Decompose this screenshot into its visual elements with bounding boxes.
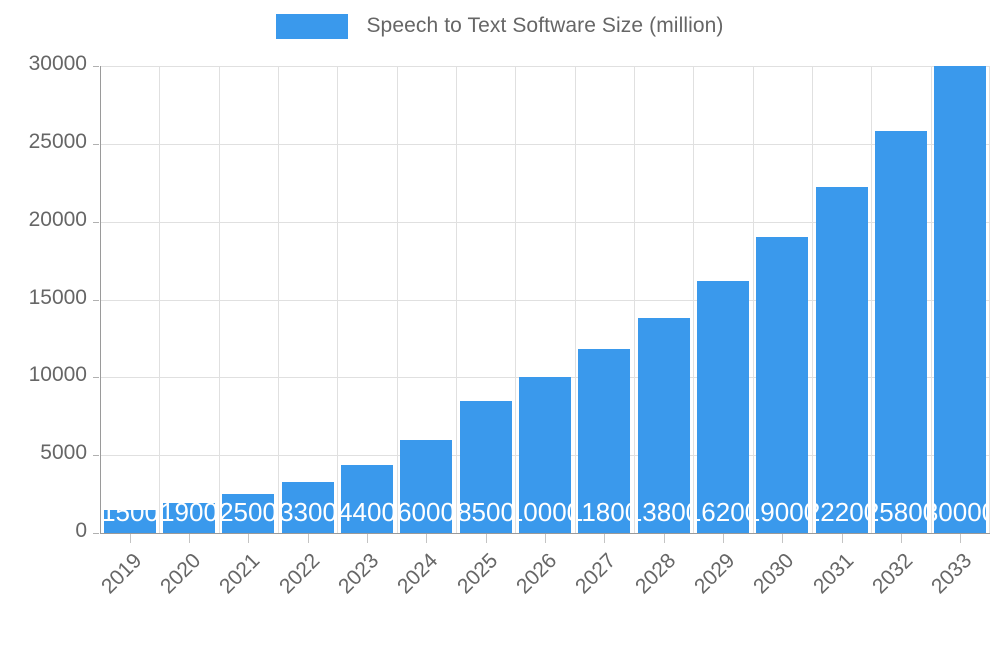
bar-2019[interactable]: 1500	[104, 509, 156, 533]
y-axis-tick-mark	[93, 143, 99, 145]
x-axis-tick-mark	[842, 534, 843, 543]
legend-color-swatch-icon	[276, 13, 349, 39]
gridline-x	[634, 66, 635, 533]
gridline-x	[278, 66, 279, 533]
bar-2025[interactable]: 8500	[460, 400, 512, 533]
x-axis-tick-mark	[367, 534, 368, 543]
gridline-x	[812, 66, 813, 533]
y-axis-tick-label: 20000	[28, 207, 87, 231]
bar-value-label: 6000	[400, 497, 452, 527]
x-axis-tick-mark	[308, 534, 309, 543]
legend-item-label: Speech to Text Software Size (million)	[366, 14, 724, 37]
y-axis-tick-label: 15000	[28, 285, 87, 309]
bar-2032[interactable]: 25800	[875, 131, 927, 533]
gridline-x	[456, 66, 457, 533]
gridline-x	[753, 66, 754, 533]
bar-2030[interactable]: 19000	[756, 237, 808, 533]
x-axis-tick-mark	[545, 534, 546, 543]
bar-2023[interactable]: 4400	[341, 464, 393, 533]
x-axis-tick-mark	[901, 534, 902, 543]
gridline-x	[159, 66, 160, 533]
gridline-y	[100, 221, 990, 223]
bar-chart: Speech to Text Software Size (million) 1…	[0, 0, 1000, 599]
bar-2029[interactable]: 16200	[697, 280, 749, 533]
bar-value-label: 2500	[222, 497, 274, 527]
gridline-x	[693, 66, 694, 533]
gridline-x	[100, 66, 101, 533]
bar-2028[interactable]: 13800	[638, 318, 690, 533]
x-axis-tick-mark	[248, 534, 249, 543]
chart-legend: Speech to Text Software Size (million)	[0, 0, 1000, 52]
bar-2033[interactable]: 30000	[934, 66, 986, 533]
y-axis-tick-mark	[93, 299, 99, 301]
bar-value-label: 30000	[934, 497, 986, 527]
bar-value-label: 19000	[756, 497, 808, 527]
x-axis-tick-mark	[426, 534, 427, 543]
gridline-x	[219, 66, 220, 533]
gridline-x	[989, 66, 990, 533]
x-axis-tick-mark	[189, 534, 190, 543]
bar-2022[interactable]: 3300	[282, 481, 334, 533]
y-axis-tick-mark	[93, 455, 99, 457]
gridline-x	[871, 66, 872, 533]
gridline-y	[100, 533, 990, 534]
bar-value-label: 13800	[638, 497, 690, 527]
bar-value-label: 11800	[578, 497, 630, 527]
bar-value-label: 1900	[163, 503, 215, 528]
bar-2024[interactable]: 6000	[400, 439, 452, 533]
y-axis-tick-mark	[93, 66, 99, 67]
bar-2021[interactable]: 2500	[222, 494, 274, 533]
bar-value-label: 25800	[875, 497, 927, 527]
y-axis-tick-mark	[93, 221, 99, 223]
bar-value-label: 1500	[104, 509, 156, 528]
gridline-y	[100, 66, 990, 67]
x-axis-tick-mark	[782, 534, 783, 543]
x-axis-tick-mark	[130, 534, 131, 543]
gridline-x	[397, 66, 398, 533]
x-axis-tick-mark	[604, 534, 605, 543]
y-axis-tick-label: 5000	[40, 441, 87, 465]
bar-value-label: 3300	[282, 497, 334, 527]
bar-2031[interactable]: 22200	[816, 187, 868, 533]
gridline-y	[100, 299, 990, 301]
gridline-x	[931, 66, 932, 533]
gridline-x	[337, 66, 338, 533]
bar-value-label: 22200	[816, 497, 868, 527]
legend-item-speech-to-text[interactable]: Speech to Text Software Size (million)	[276, 13, 724, 39]
bar-value-label: 16200	[697, 497, 749, 527]
x-axis-tick-mark	[723, 534, 724, 543]
y-axis-tick-label: 25000	[28, 129, 87, 153]
bar-2020[interactable]: 1900	[163, 503, 215, 533]
bar-value-label: 4400	[341, 497, 393, 527]
y-axis-tick-label: 0	[75, 519, 87, 542]
y-axis-tick-label: 10000	[28, 363, 87, 387]
y-axis-tick-mark	[93, 533, 99, 534]
bar-value-label: 8500	[460, 497, 512, 527]
x-axis-tick-mark	[486, 534, 487, 543]
y-axis-tick-mark	[93, 377, 99, 379]
bar-2027[interactable]: 11800	[578, 349, 630, 533]
gridline-y	[100, 143, 990, 145]
x-axis-tick-mark	[960, 534, 961, 543]
gridline-x	[575, 66, 576, 533]
gridline-x	[515, 66, 516, 533]
bar-2026[interactable]: 10000	[519, 377, 571, 533]
x-axis-tick-mark	[664, 534, 665, 543]
bar-value-label: 10000	[519, 497, 571, 527]
y-axis-tick-label: 30000	[28, 52, 87, 75]
